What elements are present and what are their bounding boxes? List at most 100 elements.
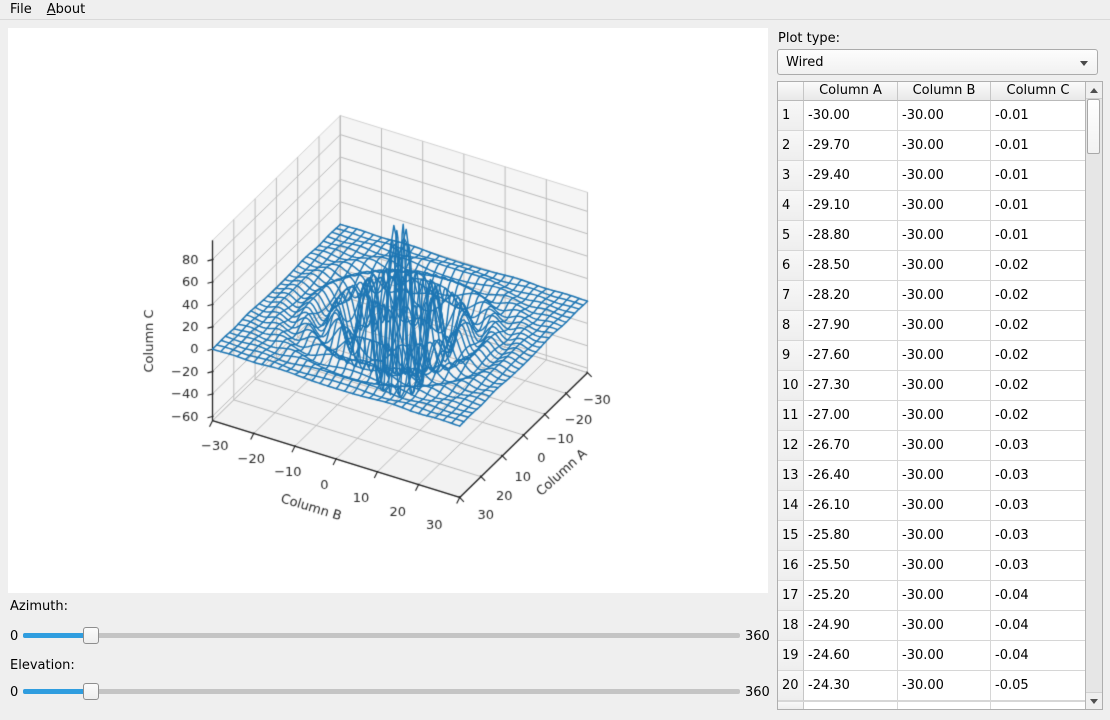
cell-column-b[interactable]: -30.00 [898, 281, 991, 311]
cell-column-a[interactable]: -28.80 [804, 221, 898, 251]
cell-column-a[interactable]: -29.10 [804, 191, 898, 221]
cell-column-b[interactable]: -30.00 [898, 341, 991, 371]
cell-column-c[interactable]: -0.02 [991, 251, 1085, 281]
row-number-cell[interactable]: 20 [778, 671, 804, 701]
cell-column-b[interactable]: -30.00 [898, 221, 991, 251]
table-row: 11 -27.00 -30.00 -0.02 [778, 401, 1085, 431]
cell-column-a[interactable]: -24.60 [804, 641, 898, 671]
row-number-cell[interactable]: 2 [778, 131, 804, 161]
menubar: File About [0, 0, 1110, 20]
cell-column-b[interactable]: -30.00 [898, 251, 991, 281]
row-number-cell[interactable]: 1 [778, 101, 804, 131]
row-number-cell[interactable]: 17 [778, 581, 804, 611]
cell-column-c[interactable]: -0.01 [991, 161, 1085, 191]
cell-column-b[interactable]: -30.00 [898, 641, 991, 671]
cell-column-b[interactable]: -30.00 [898, 521, 991, 551]
cell-column-c[interactable]: -0.03 [991, 551, 1085, 581]
arrow-down-icon [1090, 698, 1098, 704]
cell-column-c[interactable]: -0.01 [991, 131, 1085, 161]
cell-column-a[interactable]: -24.90 [804, 611, 898, 641]
elevation-slider-handle[interactable] [83, 683, 100, 700]
scrollbar-thumb[interactable] [1087, 99, 1100, 154]
cell-column-c[interactable]: -0.01 [991, 221, 1085, 251]
cell-column-b[interactable]: -30.00 [898, 461, 991, 491]
cell-column-c[interactable]: -0.02 [991, 371, 1085, 401]
cell-column-a[interactable]: -30.00 [804, 101, 898, 131]
table-row: 9 -27.60 -30.00 -0.02 [778, 341, 1085, 371]
table-row: 20 -24.30 -30.00 -0.05 [778, 671, 1085, 701]
menu-file[interactable]: File [10, 2, 32, 17]
row-number-cell[interactable]: 13 [778, 461, 804, 491]
cell-column-b[interactable]: -30.00 [898, 671, 991, 701]
cell-column-c[interactable]: -0.03 [991, 461, 1085, 491]
cell-column-b[interactable]: -30.00 [898, 311, 991, 341]
menu-about[interactable]: About [47, 2, 85, 17]
plot-type-select[interactable]: Wired [777, 49, 1098, 75]
scroll-down-button[interactable] [1086, 692, 1102, 709]
cell-column-a[interactable]: -29.40 [804, 161, 898, 191]
row-number-cell[interactable]: 15 [778, 521, 804, 551]
azimuth-slider[interactable] [23, 627, 740, 644]
cell-column-b[interactable]: -30.00 [898, 611, 991, 641]
cell-column-b[interactable]: -30.00 [898, 551, 991, 581]
cell-column-c[interactable]: -0.04 [991, 581, 1085, 611]
row-number-cell[interactable]: 11 [778, 401, 804, 431]
cell-column-c[interactable]: -0.03 [991, 491, 1085, 521]
cell-column-b[interactable]: -30.00 [898, 191, 991, 221]
cell-column-a[interactable]: -27.90 [804, 311, 898, 341]
vertical-scrollbar[interactable] [1085, 82, 1102, 709]
cell-column-b[interactable]: -30.00 [898, 401, 991, 431]
cell-column-c[interactable]: -0.05 [991, 671, 1085, 701]
cell-column-c[interactable]: -0.02 [991, 311, 1085, 341]
column-header[interactable]: Column C [991, 82, 1085, 101]
cell-column-c[interactable]: -0.03 [991, 521, 1085, 551]
cell-column-c[interactable]: -0.04 [991, 611, 1085, 641]
column-header[interactable]: Column A [804, 82, 898, 101]
row-number-cell[interactable]: 6 [778, 251, 804, 281]
azimuth-slider-handle[interactable] [83, 627, 100, 644]
cell-column-b[interactable]: -30.00 [898, 491, 991, 521]
cell-column-a[interactable]: -25.50 [804, 551, 898, 581]
cell-column-b[interactable]: -30.00 [898, 581, 991, 611]
cell-column-c[interactable]: -0.02 [991, 281, 1085, 311]
row-number-cell[interactable]: 3 [778, 161, 804, 191]
cell-column-a[interactable]: -28.20 [804, 281, 898, 311]
cell-column-a[interactable]: -27.30 [804, 371, 898, 401]
cell-column-a[interactable]: -27.00 [804, 401, 898, 431]
cell-column-a[interactable]: -26.40 [804, 461, 898, 491]
cell-column-b[interactable]: -30.00 [898, 131, 991, 161]
row-number-cell[interactable]: 16 [778, 551, 804, 581]
row-number-cell[interactable]: 14 [778, 491, 804, 521]
cell-column-c[interactable]: -0.04 [991, 641, 1085, 671]
cell-column-c[interactable]: -0.02 [991, 401, 1085, 431]
cell-column-a[interactable]: -25.20 [804, 581, 898, 611]
cell-column-c[interactable]: -0.02 [991, 341, 1085, 371]
cell-column-a[interactable]: -25.80 [804, 521, 898, 551]
row-number-cell[interactable]: 12 [778, 431, 804, 461]
cell-column-a[interactable]: -27.60 [804, 341, 898, 371]
row-number-cell[interactable]: 7 [778, 281, 804, 311]
scroll-up-button[interactable] [1086, 82, 1102, 99]
cell-column-a[interactable]: -26.10 [804, 491, 898, 521]
cell-column-a[interactable]: -29.70 [804, 131, 898, 161]
cell-column-a[interactable]: -26.70 [804, 431, 898, 461]
elevation-slider[interactable] [23, 683, 740, 700]
row-number-cell[interactable]: 4 [778, 191, 804, 221]
cell-column-c[interactable]: -0.01 [991, 101, 1085, 131]
cell-column-a[interactable]: -24.30 [804, 671, 898, 701]
cell-column-a[interactable]: -28.50 [804, 251, 898, 281]
cell-column-b[interactable]: -30.00 [898, 161, 991, 191]
column-header[interactable]: Column B [898, 82, 991, 101]
cell-column-c[interactable]: -0.01 [991, 191, 1085, 221]
row-number-cell[interactable]: 9 [778, 341, 804, 371]
row-number-cell[interactable]: 5 [778, 221, 804, 251]
row-number-cell[interactable]: 10 [778, 371, 804, 401]
wireframe-3d-chart[interactable] [8, 28, 768, 593]
cell-column-c[interactable]: -0.03 [991, 431, 1085, 461]
row-number-cell[interactable]: 18 [778, 611, 804, 641]
cell-column-b[interactable]: -30.00 [898, 431, 991, 461]
cell-column-b[interactable]: -30.00 [898, 371, 991, 401]
row-number-cell[interactable]: 8 [778, 311, 804, 341]
cell-column-b[interactable]: -30.00 [898, 101, 991, 131]
row-number-cell[interactable]: 19 [778, 641, 804, 671]
